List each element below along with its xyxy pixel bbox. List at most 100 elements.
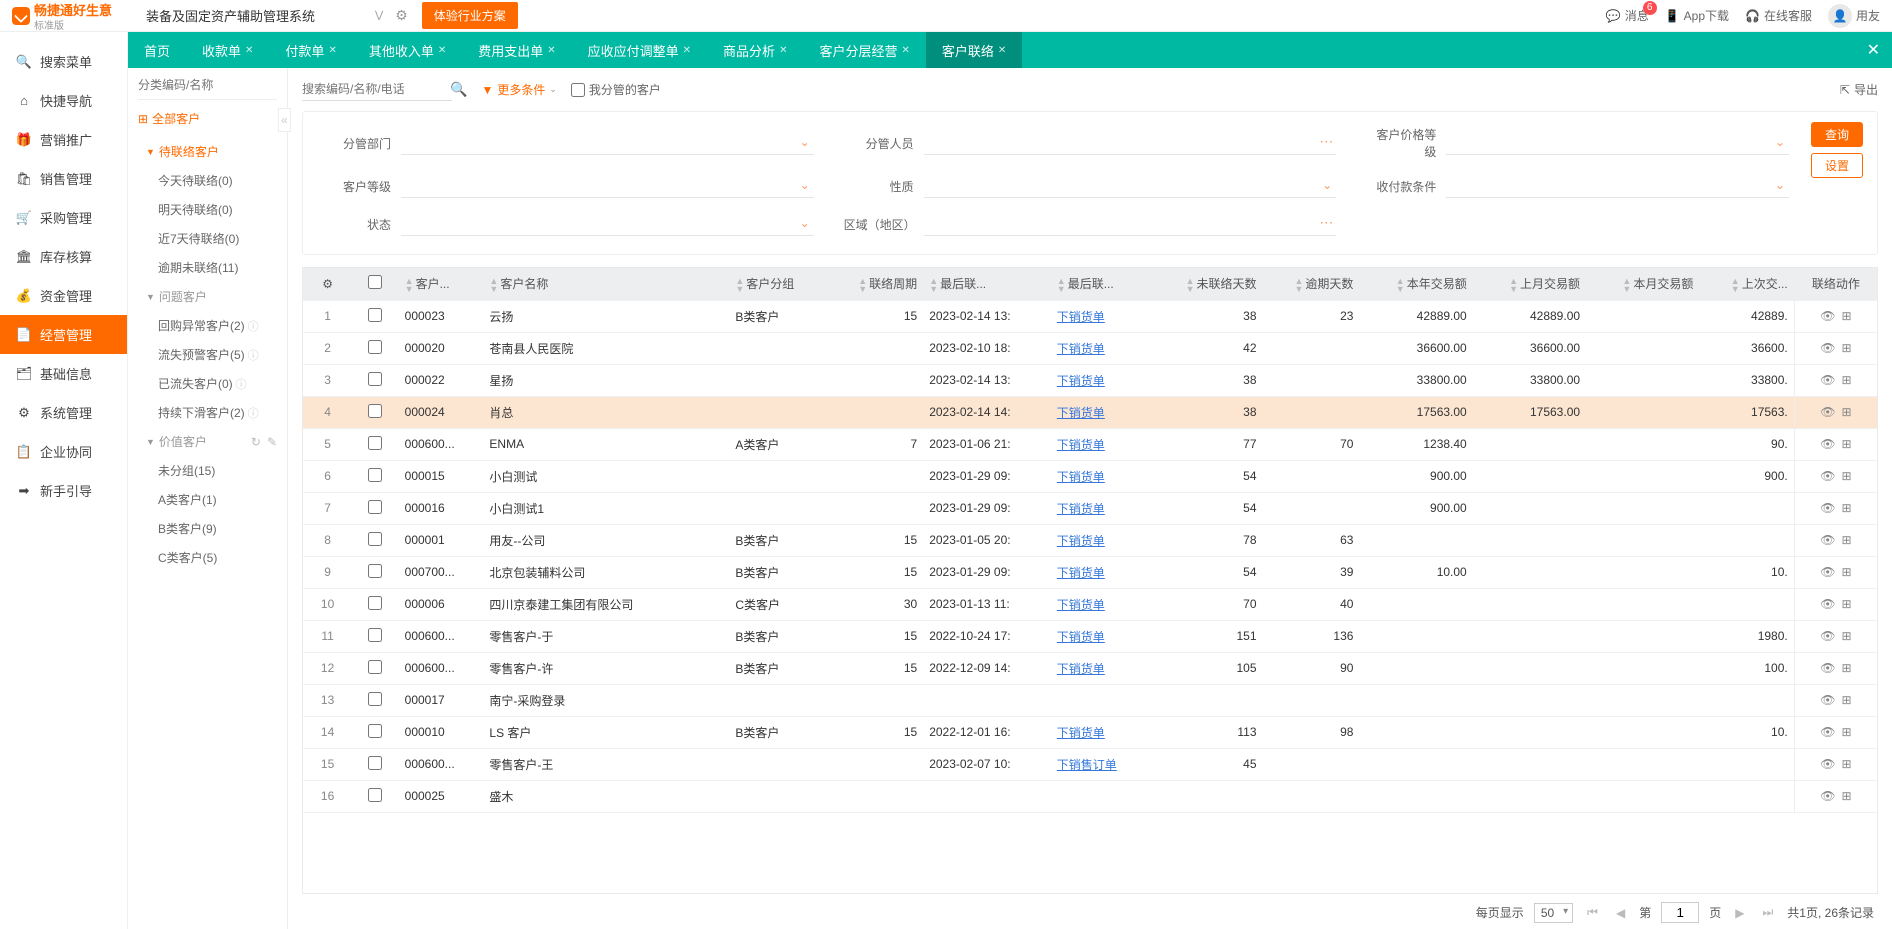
tree-item[interactable]: 持续下滑客户(2)ⓘ	[138, 398, 277, 427]
left-nav-item[interactable]: 📄经营管理	[0, 315, 127, 354]
contact-action-icon[interactable]: 👁	[1820, 757, 1835, 771]
last-contact-link[interactable]: 下销货单	[1057, 598, 1105, 612]
last-contact-link[interactable]: 下销货单	[1057, 438, 1105, 452]
left-nav-item[interactable]: ➡新手引导	[0, 471, 127, 510]
check-all-input[interactable]	[368, 275, 382, 289]
filter-region-input[interactable]: ⋯	[924, 212, 1337, 236]
query-button[interactable]: 查询	[1811, 122, 1863, 147]
contact-action-icon[interactable]: 👁	[1820, 565, 1835, 579]
row-checkbox[interactable]	[368, 340, 382, 354]
horizontal-scrollbar[interactable]	[303, 883, 1877, 893]
filter-status-input[interactable]: ⌄	[401, 212, 814, 236]
last-contact-link[interactable]: 下销售订单	[1057, 758, 1117, 772]
contact-action-icon[interactable]: 👁	[1820, 469, 1835, 483]
row-checkbox[interactable]	[368, 404, 382, 418]
page-input[interactable]	[1661, 902, 1699, 923]
row-checkbox[interactable]	[368, 756, 382, 770]
tree-item[interactable]: 回购异常客户(2)ⓘ	[138, 311, 277, 340]
tree-group-value[interactable]: ▼ 价值客户 ↻ ✎	[138, 427, 277, 456]
more-action-icon[interactable]: ⊞	[1841, 341, 1851, 355]
last-contact-link[interactable]: 下销货单	[1057, 534, 1105, 548]
tree-item[interactable]: C类客户(5)	[138, 543, 277, 572]
contact-action-icon[interactable]: 👁	[1820, 597, 1835, 611]
online-service-link[interactable]: 🎧 在线客服	[1745, 7, 1812, 24]
col-cycle[interactable]: ▲▼联络周期	[826, 268, 923, 300]
table-row[interactable]: 16 000025 盛木 👁 ⊞	[303, 780, 1877, 812]
col-last-trans[interactable]: ▲▼上次交...	[1699, 268, 1794, 300]
row-check[interactable]	[352, 620, 398, 652]
contact-action-icon[interactable]: 👁	[1820, 629, 1835, 643]
row-checkbox[interactable]	[368, 692, 382, 706]
row-check[interactable]	[352, 396, 398, 428]
row-checkbox[interactable]	[368, 308, 382, 322]
edit-icon[interactable]: ✎	[267, 435, 277, 449]
row-check[interactable]	[352, 460, 398, 492]
contact-action-icon[interactable]: 👁	[1820, 789, 1835, 803]
filter-person-input[interactable]: ⋯	[924, 131, 1337, 155]
filter-nature-input[interactable]: ⌄	[924, 174, 1337, 198]
help-icon[interactable]: ⓘ	[248, 347, 259, 363]
collapse-panel-icon[interactable]: «	[278, 108, 288, 132]
col-code[interactable]: ▲▼客户...	[399, 268, 484, 300]
row-check[interactable]	[352, 364, 398, 396]
close-icon[interactable]: ✕	[901, 45, 909, 56]
left-nav-item[interactable]: 🏛库存核算	[0, 237, 127, 276]
row-checkbox[interactable]	[368, 468, 382, 482]
col-overdue[interactable]: ▲▼逾期天数	[1263, 268, 1360, 300]
tab[interactable]: 商品分析✕	[707, 32, 803, 68]
system-dropdown-caret-icon[interactable]: ⋁	[375, 10, 383, 21]
industry-plan-button[interactable]: 体验行业方案	[422, 2, 518, 29]
table-row[interactable]: 2 000020 苍南县人民医院 2023-02-10 18: 下销货单 42 …	[303, 332, 1877, 364]
row-check[interactable]	[352, 780, 398, 812]
row-check[interactable]	[352, 332, 398, 364]
row-check[interactable]	[352, 716, 398, 748]
last-page-button[interactable]: ⏭	[1758, 905, 1777, 920]
tree-item[interactable]: 今天待联络(0)	[138, 166, 277, 195]
row-checkbox[interactable]	[368, 628, 382, 642]
tree-item[interactable]: B类客户(9)	[138, 514, 277, 543]
row-check[interactable]	[352, 300, 398, 332]
row-checkbox[interactable]	[368, 596, 382, 610]
more-action-icon[interactable]: ⊞	[1841, 309, 1851, 323]
help-icon[interactable]: ⓘ	[248, 405, 259, 421]
tree-group-pending[interactable]: ▼ 待联络客户	[138, 137, 277, 166]
user-menu[interactable]: 👤 用友	[1828, 4, 1880, 28]
more-action-icon[interactable]: ⊞	[1841, 661, 1851, 675]
tree-item[interactable]: 流失预警客户(5)ⓘ	[138, 340, 277, 369]
more-action-icon[interactable]: ⊞	[1841, 597, 1851, 611]
left-nav-item[interactable]: ⚙系统管理	[0, 393, 127, 432]
table-row[interactable]: 9 000700... 北京包装辅料公司 B类客户 15 2023-01-29 …	[303, 556, 1877, 588]
row-checkbox[interactable]	[368, 788, 382, 802]
main-search-input[interactable]	[302, 78, 452, 101]
filter-payment-input[interactable]: ⌄	[1446, 174, 1789, 198]
settings-button[interactable]: 设置	[1811, 153, 1863, 178]
table-row[interactable]: 1 000023 云扬 B类客户 15 2023-02-14 13: 下销货单 …	[303, 300, 1877, 332]
row-check[interactable]	[352, 524, 398, 556]
more-action-icon[interactable]: ⊞	[1841, 693, 1851, 707]
more-action-icon[interactable]: ⊞	[1841, 437, 1851, 451]
left-nav-item[interactable]: 🎁营销推广	[0, 120, 127, 159]
tree-root[interactable]: ⊞ 全部客户	[138, 110, 277, 127]
row-check[interactable]	[352, 492, 398, 524]
left-nav-item[interactable]: 🔍搜索菜单	[0, 42, 127, 81]
row-check[interactable]	[352, 588, 398, 620]
tree-group-problem[interactable]: ▼ 问题客户	[138, 282, 277, 311]
close-icon[interactable]: ✕	[328, 45, 336, 56]
tree-item[interactable]: A类客户(1)	[138, 485, 277, 514]
row-check[interactable]	[352, 428, 398, 460]
export-link[interactable]: ⇱ 导出	[1840, 81, 1878, 98]
help-icon[interactable]: ⓘ	[248, 318, 259, 334]
col-last-time[interactable]: ▲▼最后联...	[923, 268, 1051, 300]
last-contact-link[interactable]: 下销货单	[1057, 630, 1105, 644]
row-check[interactable]	[352, 684, 398, 716]
table-row[interactable]: 10 000006 四川京泰建工集团有限公司 C类客户 30 2023-01-1…	[303, 588, 1877, 620]
per-page-select[interactable]: 50	[1534, 903, 1573, 923]
filter-level-input[interactable]: ⌄	[401, 174, 814, 198]
table-row[interactable]: 13 000017 南宁-采购登录 👁 ⊞	[303, 684, 1877, 716]
more-action-icon[interactable]: ⊞	[1841, 373, 1851, 387]
col-group[interactable]: ▲▼客户分组	[729, 268, 826, 300]
col-this-month[interactable]: ▲▼本月交易额	[1586, 268, 1699, 300]
col-last-month[interactable]: ▲▼上月交易额	[1473, 268, 1586, 300]
contact-action-icon[interactable]: 👁	[1820, 725, 1835, 739]
next-page-button[interactable]: ▶	[1731, 906, 1748, 920]
